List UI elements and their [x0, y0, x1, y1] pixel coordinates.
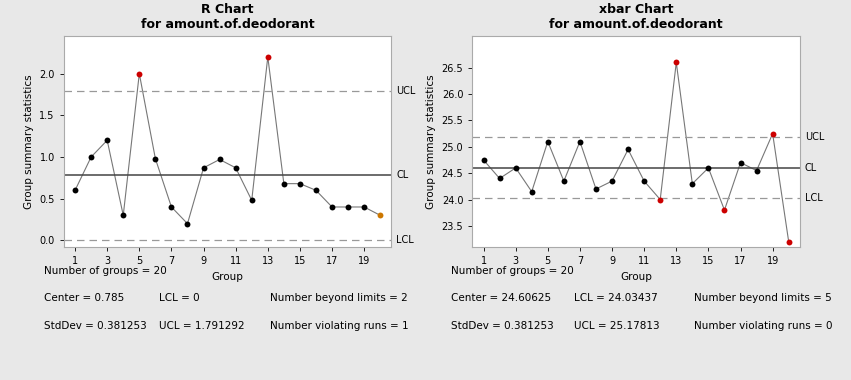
Text: CL: CL [805, 163, 817, 173]
Point [325, 204, 339, 210]
Point [117, 212, 130, 218]
Point [229, 165, 243, 171]
Point [686, 181, 700, 187]
Point [493, 176, 506, 182]
X-axis label: Group: Group [212, 272, 243, 282]
Point [605, 178, 619, 184]
Point [766, 131, 780, 137]
Point [782, 239, 796, 245]
Text: LCL = 24.03437: LCL = 24.03437 [574, 293, 658, 303]
Point [133, 71, 146, 77]
Point [341, 204, 355, 210]
Text: Center = 0.785: Center = 0.785 [44, 293, 124, 303]
Text: Number beyond limits = 5: Number beyond limits = 5 [694, 293, 831, 303]
Point [637, 178, 651, 184]
Point [541, 138, 555, 144]
Point [261, 54, 275, 60]
Point [293, 180, 306, 187]
Point [509, 165, 523, 171]
Point [654, 196, 667, 203]
Point [750, 168, 763, 174]
Point [589, 186, 603, 192]
Text: Number of groups = 20: Number of groups = 20 [451, 266, 574, 276]
Text: UCL: UCL [397, 86, 416, 96]
Point [573, 138, 586, 144]
Y-axis label: Group summary statistics: Group summary statistics [24, 74, 34, 209]
Point [734, 160, 747, 166]
Title: xbar Chart
for amount.of.deodorant: xbar Chart for amount.of.deodorant [549, 3, 723, 31]
Point [84, 154, 98, 160]
Text: LCL: LCL [397, 235, 414, 245]
Point [525, 188, 539, 195]
X-axis label: Group: Group [620, 272, 652, 282]
Point [149, 155, 163, 162]
Text: UCL = 25.17813: UCL = 25.17813 [574, 321, 660, 331]
Y-axis label: Group summary statistics: Group summary statistics [426, 74, 436, 209]
Point [357, 204, 371, 210]
Point [245, 197, 259, 203]
Text: CL: CL [397, 170, 408, 180]
Point [670, 59, 683, 65]
Point [68, 187, 82, 193]
Point [701, 165, 715, 171]
Point [374, 212, 387, 218]
Text: Number violating runs = 0: Number violating runs = 0 [694, 321, 832, 331]
Point [277, 180, 291, 187]
Text: Number violating runs = 1: Number violating runs = 1 [270, 321, 408, 331]
Point [213, 157, 226, 163]
Text: Number beyond limits = 2: Number beyond limits = 2 [270, 293, 408, 303]
Title: R Chart
for amount.of.deodorant: R Chart for amount.of.deodorant [140, 3, 315, 31]
Point [197, 165, 210, 171]
Text: UCL = 1.791292: UCL = 1.791292 [159, 321, 245, 331]
Text: Center = 24.60625: Center = 24.60625 [451, 293, 551, 303]
Text: StdDev = 0.381253: StdDev = 0.381253 [44, 321, 147, 331]
Point [717, 207, 731, 213]
Point [180, 221, 194, 227]
Point [557, 178, 571, 184]
Text: StdDev = 0.381253: StdDev = 0.381253 [451, 321, 554, 331]
Point [164, 204, 178, 210]
Text: UCL: UCL [805, 133, 825, 142]
Point [621, 146, 635, 152]
Text: LCL = 0: LCL = 0 [159, 293, 200, 303]
Point [309, 187, 323, 193]
Text: Number of groups = 20: Number of groups = 20 [44, 266, 167, 276]
Point [100, 137, 114, 143]
Text: LCL: LCL [805, 193, 823, 203]
Point [477, 157, 490, 163]
